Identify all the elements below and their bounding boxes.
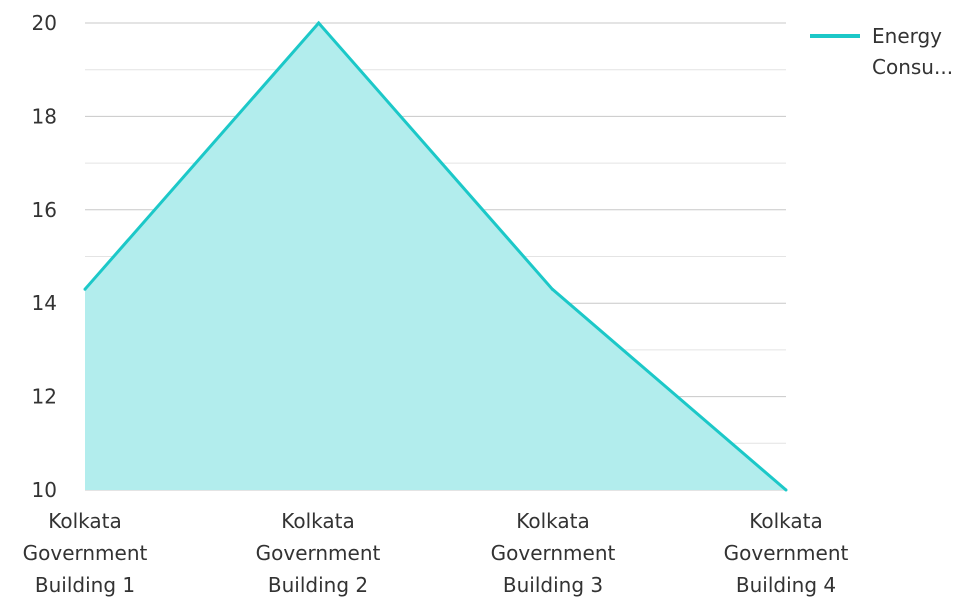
legend-label: Energy Consu... — [872, 24, 953, 79]
y-tick-label: 10 — [32, 478, 57, 502]
x-tick-label: Kolkata Government Building 3 — [491, 509, 616, 597]
y-tick-label: 14 — [32, 291, 57, 315]
series-area — [83, 20, 788, 492]
x-tick-label: Kolkata Government Building 2 — [256, 509, 381, 597]
data-point[interactable] — [317, 21, 321, 25]
series-area-fill — [85, 23, 786, 490]
data-point[interactable] — [784, 488, 788, 492]
x-axis-ticks: Kolkata Government Building 1 Kolkata Govern… — [23, 509, 849, 597]
data-point[interactable] — [550, 287, 554, 291]
legend[interactable]: Energy Consu... — [810, 24, 953, 79]
y-axis-ticks: 10 12 14 16 18 20 — [32, 11, 57, 502]
series-line — [83, 20, 787, 492]
y-tick-label: 12 — [32, 385, 57, 409]
y-tick-label: 18 — [32, 104, 57, 128]
y-tick-label: 16 — [32, 198, 57, 222]
x-tick-label: Kolkata Government Building 4 — [724, 509, 849, 597]
data-point[interactable] — [83, 287, 87, 291]
y-tick-label: 20 — [32, 11, 57, 35]
x-tick-label: Kolkata Government Building 1 — [23, 509, 148, 597]
